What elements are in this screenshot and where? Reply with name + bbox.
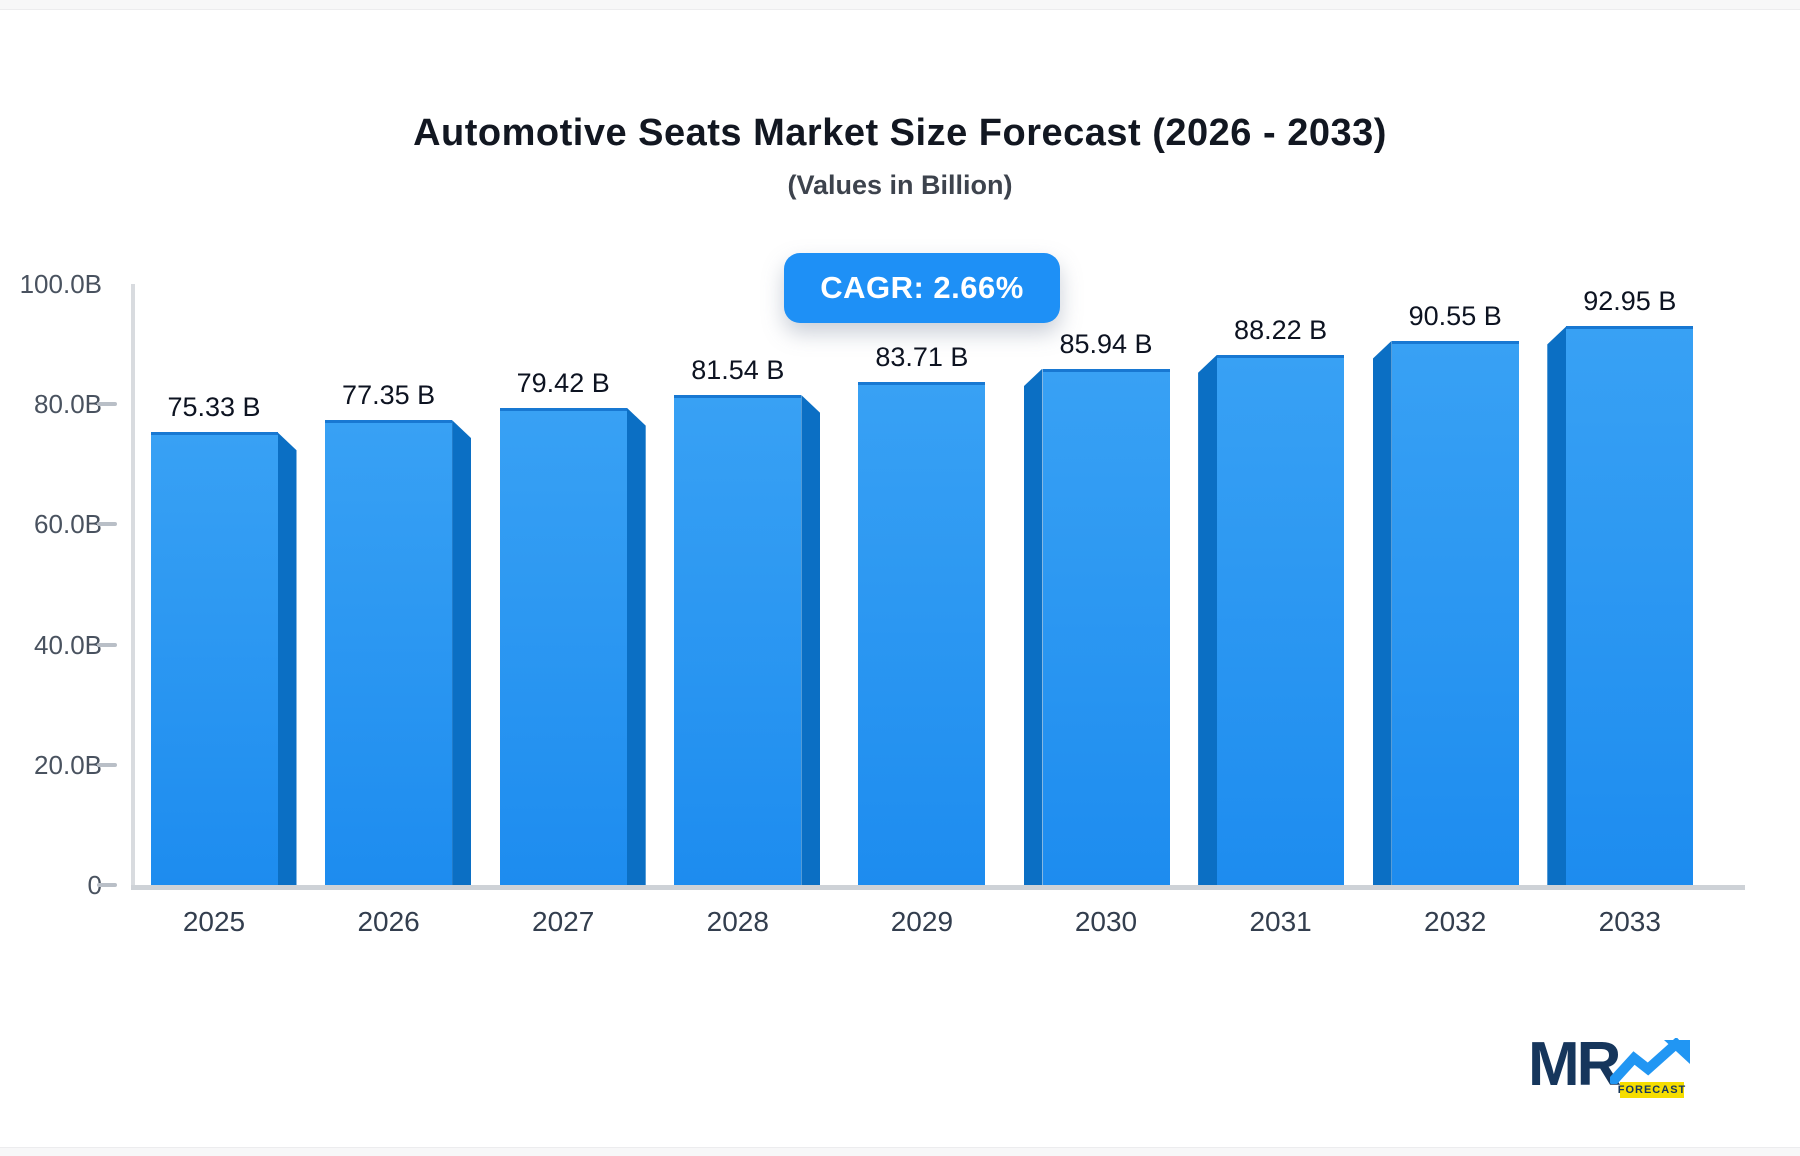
y-tick-dash bbox=[97, 522, 117, 527]
bar-value-label: 83.71 B bbox=[875, 341, 969, 372]
x-tick-label: 2032 bbox=[1424, 906, 1487, 937]
x-tick-label: 2030 bbox=[1074, 906, 1138, 937]
y-tick-dash bbox=[97, 762, 117, 767]
bar-3d-side bbox=[1372, 340, 1392, 885]
logo-text: MR bbox=[1528, 1030, 1621, 1099]
logo-forecast-label: FORECAST bbox=[1617, 1082, 1687, 1098]
y-tick-label: 80.0B bbox=[34, 389, 102, 420]
bar-3d-side bbox=[1198, 354, 1218, 885]
bar-3d-side bbox=[1023, 368, 1043, 885]
bar-value-label: 85.94 B bbox=[1059, 328, 1153, 359]
bar bbox=[150, 432, 278, 885]
logo-arrow-icon bbox=[1610, 1038, 1690, 1084]
bar-value-label: 88.22 B bbox=[1234, 314, 1328, 345]
bar bbox=[674, 394, 802, 885]
x-tick-label: 2033 bbox=[1598, 906, 1661, 937]
x-tick-label: 2031 bbox=[1249, 906, 1312, 937]
y-axis-line bbox=[131, 284, 135, 890]
bar-value-label: 79.42 B bbox=[516, 367, 610, 398]
bar-3d-side bbox=[277, 432, 297, 885]
cagr-badge: CAGR: 2.66% bbox=[784, 253, 1060, 323]
chart-subtitle: (Values in Billion) bbox=[787, 170, 1013, 200]
bar bbox=[1217, 354, 1345, 885]
bar bbox=[1391, 340, 1519, 885]
bar-3d-side bbox=[801, 394, 821, 885]
y-tick-label: 60.0B bbox=[34, 509, 102, 540]
x-tick-label: 2025 bbox=[182, 906, 246, 937]
bar bbox=[499, 407, 627, 885]
bar-3d-side bbox=[1547, 326, 1567, 885]
bar bbox=[325, 420, 453, 885]
top-edge-strip bbox=[0, 0, 1800, 10]
bar bbox=[1566, 326, 1694, 885]
x-tick-label: 2027 bbox=[532, 906, 595, 937]
y-tick-label: 0 bbox=[87, 870, 102, 900]
cagr-badge-label: CAGR: 2.66% bbox=[820, 270, 1024, 305]
x-tick-label: 2028 bbox=[706, 906, 769, 937]
y-tick-label: 100.0B bbox=[19, 269, 102, 299]
bottom-edge-strip bbox=[0, 1147, 1800, 1156]
bar-value-label: 77.35 B bbox=[342, 380, 436, 411]
bar-value-label: 81.54 B bbox=[691, 354, 785, 385]
y-tick-dash bbox=[97, 642, 117, 647]
brand-logo: MR FORECAST bbox=[1528, 1030, 1698, 1108]
y-tick-dash bbox=[97, 402, 117, 407]
bar-3d-side bbox=[452, 420, 472, 885]
chart-title: Automotive Seats Market Size Forecast (2… bbox=[413, 112, 1387, 154]
bar-value-label: 75.33 B bbox=[167, 392, 261, 423]
y-tick-dash bbox=[97, 883, 117, 887]
x-axis-line bbox=[131, 885, 1745, 890]
bar bbox=[858, 381, 986, 885]
x-tick-label: 2026 bbox=[357, 906, 420, 937]
x-tick-label: 2029 bbox=[890, 906, 954, 937]
bar bbox=[1042, 368, 1170, 885]
bar-value-label: 90.55 B bbox=[1408, 300, 1502, 331]
bar-3d-side bbox=[626, 407, 646, 885]
bar-value-label: 92.95 B bbox=[1583, 286, 1677, 317]
y-tick-label: 20.0B bbox=[34, 749, 102, 780]
y-tick-label: 40.0B bbox=[34, 629, 102, 660]
